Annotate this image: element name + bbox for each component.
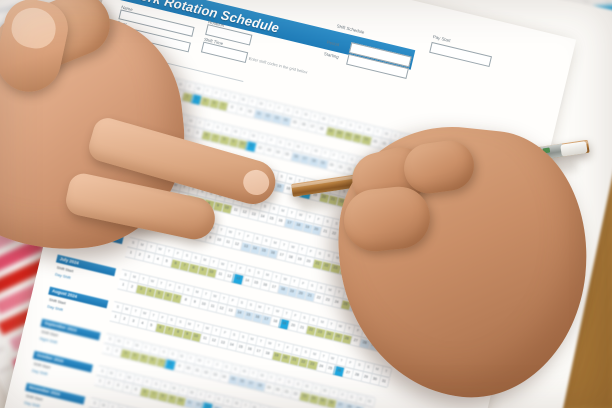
right-thumb-nail <box>8 3 60 53</box>
red-chart-tick <box>0 365 14 374</box>
field-input-pay-start[interactable] <box>429 41 493 68</box>
month-label: July 2024 <box>59 256 80 266</box>
shift-type-label: Day Shift <box>46 303 64 313</box>
field-note: Enter shift codes in the grid below <box>248 55 308 75</box>
day-cell[interactable]: 31 <box>378 376 391 388</box>
field-label-starting: Starting <box>323 51 340 60</box>
field-input-shift-time[interactable] <box>200 41 249 64</box>
left-index-nail <box>240 166 273 199</box>
red-chart-tick <box>0 346 5 356</box>
